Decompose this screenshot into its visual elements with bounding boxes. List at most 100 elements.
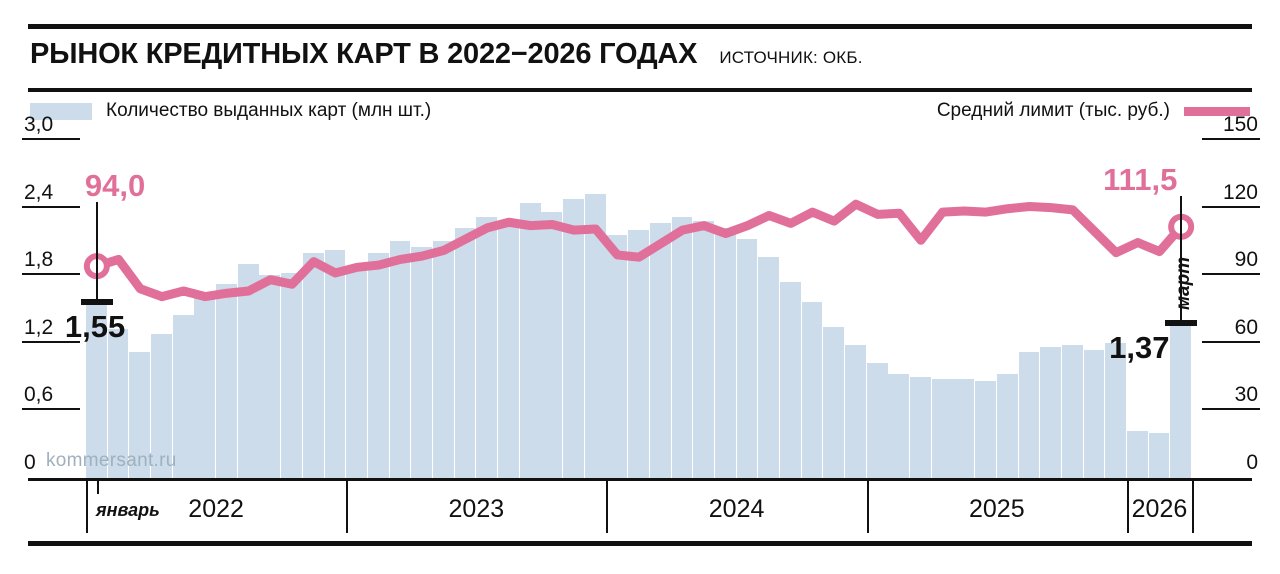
y-tick-line [22, 340, 80, 343]
bar [432, 241, 454, 478]
bar [389, 241, 411, 478]
bar [1040, 347, 1061, 478]
bar [1170, 323, 1192, 478]
bar [866, 363, 888, 478]
bar [302, 252, 324, 478]
bar [129, 351, 151, 478]
bar [107, 329, 129, 478]
bar [498, 223, 519, 478]
bar [237, 263, 259, 478]
y-tick-label: 90 [1234, 248, 1258, 272]
page-title: РЫНОК КРЕДИТНЫХ КАРТ В 2022−2026 ГОДАХ [30, 38, 698, 70]
bar [649, 223, 671, 478]
header: РЫНОК КРЕДИТНЫХ КАРТ В 2022−2026 ГОДАХ И… [30, 38, 863, 71]
annotation-first-line-value: 94,0 [84, 168, 146, 203]
bar [1018, 351, 1040, 478]
bar [606, 234, 628, 478]
bar [519, 203, 541, 478]
y-tick-label: 60 [1234, 315, 1258, 339]
bottom-rule [28, 541, 1252, 546]
x-axis-first-month-tick [96, 481, 99, 494]
legend-swatch-bars-icon [30, 102, 92, 120]
line-path [92, 199, 1186, 302]
bar [346, 270, 368, 478]
bar [194, 295, 216, 478]
annotation-last-cap [1165, 319, 1198, 326]
y-tick-label: 0 [24, 451, 36, 474]
bar [975, 381, 996, 478]
legend-item-bars: Количество выданных карт (млн шт.) [30, 100, 431, 122]
x-axis-year-label: 2025 [969, 495, 1025, 523]
bar [736, 239, 758, 478]
y-tick-line [1202, 408, 1260, 411]
x-axis-year-label: 2022 [188, 495, 244, 523]
y-tick-label: 120 [1222, 180, 1258, 204]
y-tick-line [22, 138, 80, 140]
bar [1126, 430, 1148, 478]
y-tick-label: 0 [1246, 451, 1258, 474]
bar [628, 230, 649, 478]
bar [584, 194, 606, 478]
legend-swatch-line-icon [1184, 106, 1250, 116]
bar [931, 378, 953, 478]
x-axis-first-month-label: январь [96, 500, 160, 520]
chart-canvas [83, 140, 1195, 478]
bar [1148, 432, 1170, 478]
x-axis-year-label: 2026 [1131, 495, 1188, 523]
x-axis-year-divider [866, 481, 869, 533]
legend: Количество выданных карт (млн шт.) Средн… [28, 100, 1252, 130]
bar [563, 198, 584, 478]
x-axis-year-divider [1126, 481, 1129, 533]
y-tick-line [22, 408, 80, 411]
y-tick-line [1202, 273, 1260, 276]
bar [1083, 349, 1105, 478]
bar [151, 333, 172, 478]
bar [845, 345, 866, 478]
bar [324, 250, 346, 478]
y-tick-label: 30 [1234, 383, 1258, 407]
x-axis-year-label: 2024 [708, 495, 765, 523]
bar [454, 227, 476, 478]
annotation-last-point: 111,5 март 1,37 [1020, 140, 1250, 500]
bar [411, 247, 433, 478]
bar [888, 374, 910, 478]
x-axis-baseline [28, 478, 1252, 481]
annotation-first-bar-value: 1,55 [64, 309, 126, 345]
y-tick-label: 3,0 [24, 113, 54, 136]
watermark: kommersant.ru [46, 450, 177, 471]
bar [996, 374, 1018, 478]
legend-item-line: Средний лимит (тыс. руб.) [937, 100, 1250, 122]
x-axis: 2022 2023 2024 2025 2026 январь [0, 481, 1280, 539]
bar [671, 216, 693, 478]
annotation-last-line-value: 111,5 [1103, 162, 1178, 197]
legend-label-line: Средний лимит (тыс. руб.) [936, 100, 1170, 121]
bar [758, 257, 780, 478]
bar [953, 378, 975, 478]
plot-area: 0 0,6 1,2 1,8 2,4 3,0 0 30 60 90 120 150 kommersan… [0, 113, 1280, 540]
annotation-first-cap [80, 299, 113, 306]
y-tick-label: 0,6 [24, 383, 54, 407]
annotation-last-bar-value: 1,37 [1109, 329, 1170, 365]
title-underline-rule [28, 88, 1252, 92]
y-tick-line [1202, 138, 1260, 140]
bar [823, 327, 845, 478]
y-tick-line [22, 273, 80, 276]
y-axis-left: 0 0,6 1,2 1,8 2,4 3,0 [20, 113, 82, 495]
bar [693, 221, 715, 478]
annotation-first-point: 94,0 1,55 [65, 140, 306, 478]
y-tick-line [1202, 340, 1260, 343]
x-axis-edge-divider [86, 481, 88, 533]
bar [367, 252, 389, 478]
bar [910, 376, 931, 478]
x-axis-edge-divider [1192, 481, 1194, 533]
x-axis-year-divider [346, 481, 349, 533]
bar [86, 303, 107, 478]
top-rule [28, 24, 1252, 29]
annotation-last-month-label: март [1173, 256, 1195, 310]
bar [779, 281, 801, 478]
bar [281, 272, 302, 478]
bar-series [86, 140, 1192, 478]
x-axis-year-label: 2023 [448, 495, 505, 523]
y-tick-label: 2,4 [24, 180, 54, 204]
